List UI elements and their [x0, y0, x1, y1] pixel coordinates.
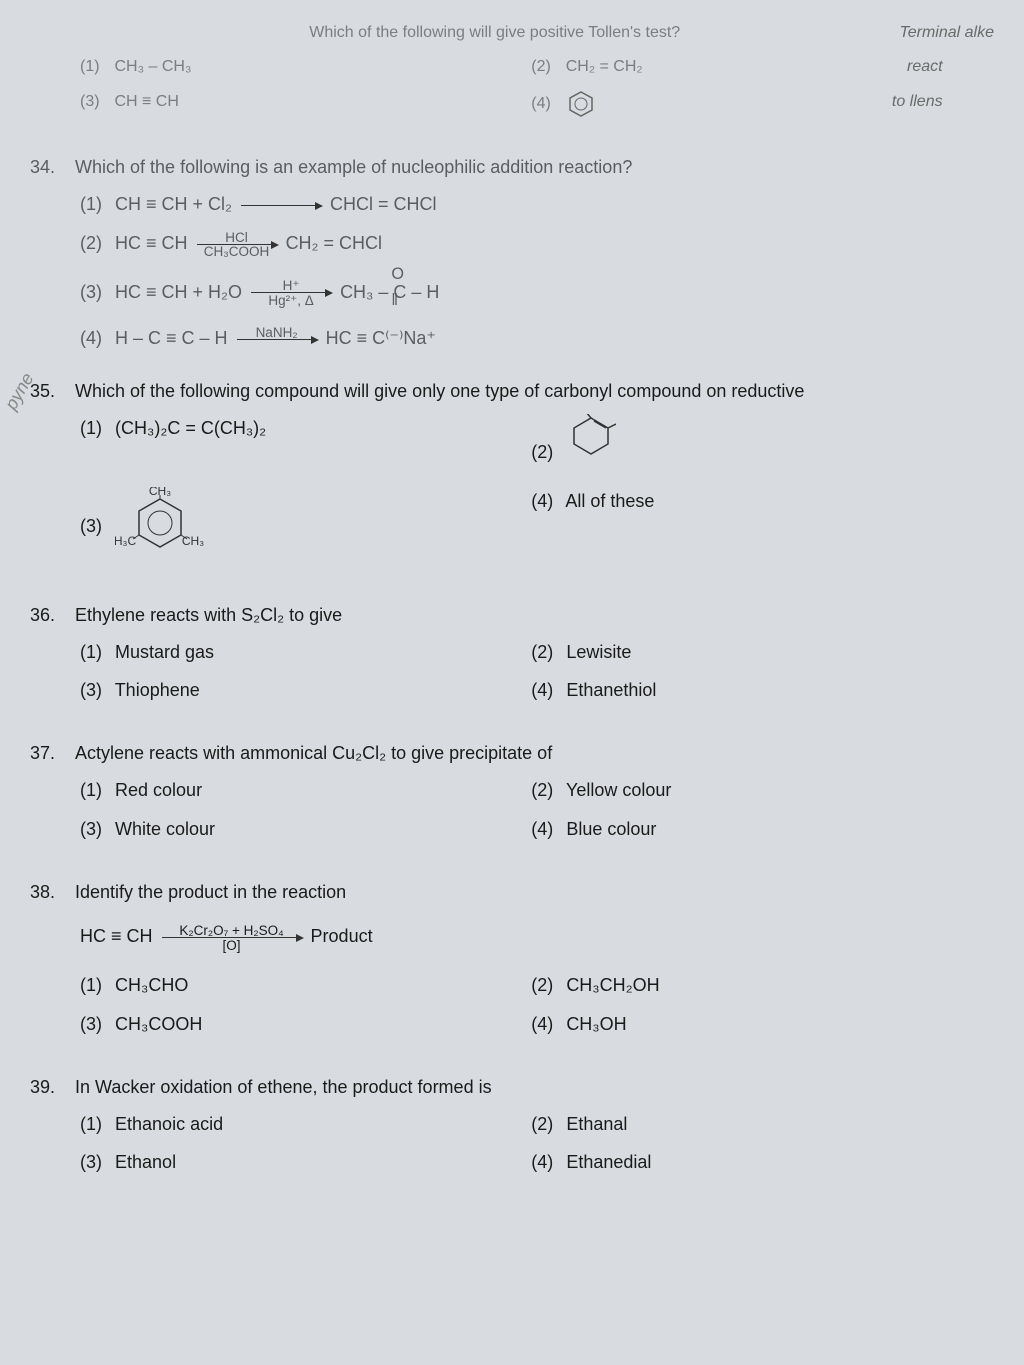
q37-number: 37. — [30, 739, 70, 768]
q34-option-2: (2) HC ≡ CH HCl CH₃COOH CH₂ = CHCl — [80, 229, 994, 258]
question-34: 34. Which of the following is an example… — [30, 153, 994, 353]
q33-option-1: (1) CH₃ – CH₃ — [80, 54, 491, 80]
q38-option-3: (3) CH₃COOH — [80, 1010, 491, 1039]
q33-option-4: (4) to llens — [531, 89, 942, 119]
q37-option-4: (4) Blue colour — [531, 815, 942, 844]
cyclohexene-structure-icon — [566, 414, 616, 458]
question-35: pyne 35. Which of the following compound… — [30, 377, 994, 577]
question-36: 36. Ethylene reacts with S₂Cl₂ to give (… — [30, 601, 994, 715]
tab-label: pyne — [0, 367, 42, 415]
question-33: Which of the following will give positiv… — [30, 20, 994, 129]
q35-text: Which of the following compound will giv… — [75, 377, 989, 406]
q33-option-2: (2) CH₂ = CH₂ react — [531, 54, 942, 80]
arrow-icon: NaNH₂ — [237, 339, 317, 340]
q36-option-2: (2) Lewisite — [531, 638, 942, 667]
svg-text:H₃C: H₃C — [115, 534, 136, 548]
q39-option-3: (3) Ethanol — [80, 1148, 491, 1177]
q37-option-2: (2) Yellow colour — [531, 776, 942, 805]
q35-option-3: (3) CH₃ H₃C CH₃ — [80, 487, 491, 567]
handwritten-note-2: react — [907, 54, 943, 80]
q34-option-1: (1) CH ≡ CH + Cl₂ CHCl = CHCl — [80, 190, 994, 219]
q35-option-1: (1) (CH₃)₂C = C(CH₃)₂ — [80, 414, 491, 467]
q37-option-1: (1) Red colour — [80, 776, 491, 805]
q39-text: In Wacker oxidation of ethene, the produ… — [75, 1073, 989, 1102]
q38-option-2: (2) CH₃CH₂OH — [531, 971, 942, 1000]
q38-number: 38. — [30, 878, 70, 907]
question-37: 37. Actylene reacts with ammonical Cu₂Cl… — [30, 739, 994, 853]
handwritten-note-1: Terminal alke — [899, 20, 994, 46]
q34-text: Which of the following is an example of … — [75, 153, 989, 182]
q34-number: 34. — [30, 153, 70, 182]
q33-option-3: (3) CH ≡ CH — [80, 89, 491, 119]
q35-option-4: (4) All of these — [531, 487, 942, 567]
q39-option-1: (1) Ethanoic acid — [80, 1110, 491, 1139]
q34-option-4: (4) H – C ≡ C – H NaNH₂ HC ≡ C⁽⁻⁾Na⁺ — [80, 324, 994, 353]
q38-option-1: (1) CH₃CHO — [80, 971, 491, 1000]
q37-text: Actylene reacts with ammonical Cu₂Cl₂ to… — [75, 739, 989, 768]
q38-option-4: (4) CH₃OH — [531, 1010, 942, 1039]
q39-option-2: (2) Ethanal — [531, 1110, 942, 1139]
q35-option-2: (2) — [531, 414, 942, 467]
q34-option-3: (3) HC ≡ CH + H₂O H⁺ Hg²⁺, Δ CH₃ – CO‖ –… — [80, 278, 994, 307]
handwritten-note-3: to llens — [892, 89, 943, 115]
q38-text: Identify the product in the reaction — [75, 878, 989, 907]
question-39: 39. In Wacker oxidation of ethene, the p… — [30, 1073, 994, 1187]
arrow-icon: HCl CH₃COOH — [197, 244, 277, 245]
q38-reaction: HC ≡ CH K₂Cr₂O₇ + H₂SO₄ [O] Product — [80, 922, 994, 951]
q36-option-3: (3) Thiophene — [80, 676, 491, 705]
q37-option-3: (3) White colour — [80, 815, 491, 844]
arrow-icon: H⁺ Hg²⁺, Δ — [251, 292, 331, 293]
arrow-icon: K₂Cr₂O₇ + H₂SO₄ [O] — [162, 937, 302, 938]
arrow-icon — [241, 205, 321, 206]
q36-text: Ethylene reacts with S₂Cl₂ to give — [75, 601, 989, 630]
q39-option-4: (4) Ethanedial — [531, 1148, 942, 1177]
benzene-icon — [566, 89, 596, 119]
trimethylbenzene-icon: CH₃ H₃C CH₃ — [115, 487, 205, 567]
svg-text:CH₃: CH₃ — [182, 534, 204, 548]
q33-text: Which of the following will give positiv… — [309, 24, 680, 41]
q36-number: 36. — [30, 601, 70, 630]
q36-option-1: (1) Mustard gas — [80, 638, 491, 667]
question-38: 38. Identify the product in the reaction… — [30, 878, 994, 1049]
q39-number: 39. — [30, 1073, 70, 1102]
q36-option-4: (4) Ethanethiol — [531, 676, 942, 705]
